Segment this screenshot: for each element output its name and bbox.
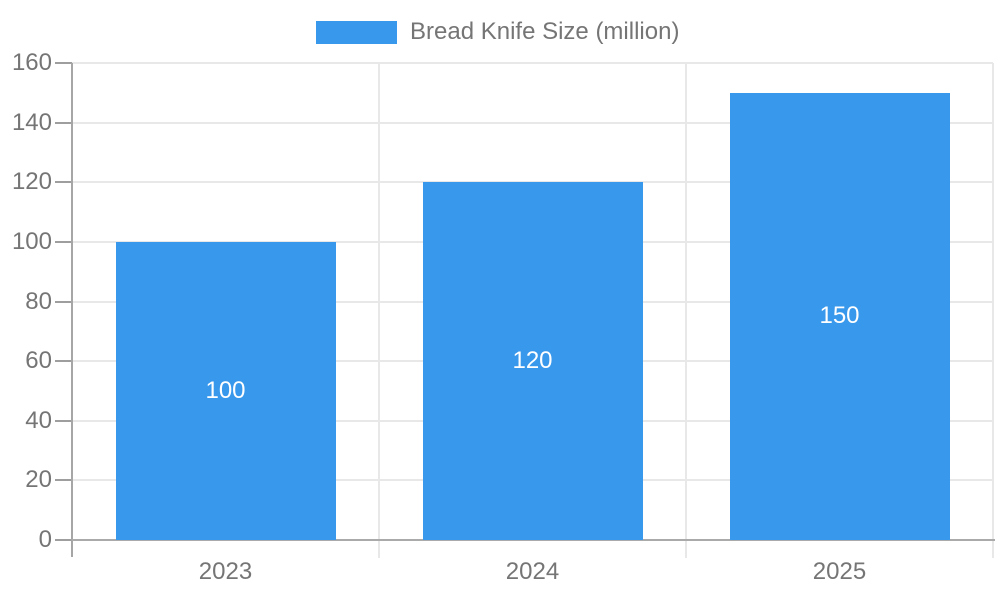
y-axis-tick-label: 40	[25, 406, 52, 434]
y-axis-tick	[55, 62, 72, 64]
x-axis-category-label: 2023	[198, 558, 253, 585]
y-axis-tick-label: 20	[25, 466, 52, 494]
legend-label: Bread Knife Size (million)	[410, 18, 680, 45]
y-axis-tick	[55, 419, 72, 422]
legend-item[interactable]: Bread Knife Size (million)	[316, 17, 679, 47]
legend: Bread Knife Size (million)	[316, 17, 679, 47]
bar-value-label: 150	[819, 302, 860, 330]
gridline-vertical	[992, 63, 994, 558]
legend-swatch-icon	[316, 20, 397, 44]
y-axis-tick-label: 160	[11, 49, 52, 76]
y-axis-tick-label: 140	[11, 108, 52, 136]
y-axis-tick-label: 0	[38, 526, 52, 553]
x-axis-category-label: 2024	[505, 558, 560, 585]
y-axis-tick-label: 80	[25, 287, 52, 315]
y-axis-tick	[55, 360, 72, 363]
bar	[115, 241, 336, 540]
gridline-horizontal	[72, 121, 993, 124]
y-axis-tick	[55, 300, 72, 303]
y-axis-tick-label: 120	[11, 168, 52, 196]
y-axis-tick	[55, 479, 72, 482]
bar-value-label: 120	[512, 347, 553, 375]
y-axis-tick	[55, 121, 72, 124]
y-axis-tick	[55, 240, 72, 243]
bar-value-label: 100	[205, 376, 246, 404]
y-axis-tick	[55, 181, 72, 184]
bar	[422, 182, 643, 540]
y-axis-tick-label: 100	[11, 227, 52, 255]
gridline-horizontal	[72, 62, 993, 64]
x-axis-category-label: 2025	[812, 558, 867, 585]
y-axis-tick	[55, 539, 72, 541]
x-axis-line	[72, 539, 995, 541]
gridline-vertical	[685, 63, 687, 558]
gridline-vertical	[378, 63, 380, 558]
y-axis-tick-label: 60	[25, 347, 52, 375]
bar	[729, 92, 950, 540]
y-axis-line	[71, 63, 73, 557]
